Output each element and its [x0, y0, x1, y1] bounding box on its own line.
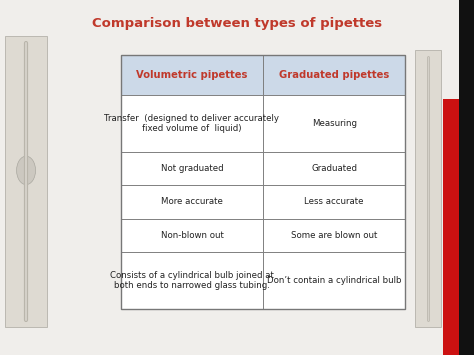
Bar [121, 152, 263, 185]
Bar [263, 152, 405, 185]
Bar [263, 219, 405, 252]
Ellipse shape [17, 156, 36, 185]
Bar [263, 185, 405, 219]
Bar [415, 50, 441, 327]
Text: Transfer  (designed to deliver accurately
fixed volume of  liquid): Transfer (designed to deliver accurately… [104, 114, 280, 133]
Text: Volumetric pipettes: Volumetric pipettes [137, 70, 247, 80]
Text: Don’t contain a cylindrical bulb: Don’t contain a cylindrical bulb [267, 276, 401, 285]
Text: Less accurate: Less accurate [304, 197, 364, 207]
Bar [459, 0, 474, 355]
Text: More accurate: More accurate [161, 197, 223, 207]
Bar [121, 55, 405, 309]
Bar [121, 95, 263, 152]
Text: Measuring: Measuring [312, 119, 356, 128]
Bar [121, 252, 263, 309]
Text: Non-blown out: Non-blown out [161, 231, 223, 240]
Text: Some are blown out: Some are blown out [291, 231, 377, 240]
Bar [263, 55, 405, 95]
Text: Comparison between types of pipettes: Comparison between types of pipettes [92, 17, 382, 29]
Text: Graduated: Graduated [311, 164, 357, 173]
Text: Graduated pipettes: Graduated pipettes [279, 70, 389, 80]
Bar [121, 219, 263, 252]
Bar [263, 252, 405, 309]
Text: Consists of a cylindrical bulb joined at
both ends to narrowed glass tubing.: Consists of a cylindrical bulb joined at… [110, 271, 274, 290]
Bar [121, 55, 263, 95]
Bar [443, 99, 459, 355]
Bar [5, 36, 47, 327]
Bar [121, 185, 263, 219]
Text: Not graduated: Not graduated [161, 164, 223, 173]
Bar [263, 95, 405, 152]
